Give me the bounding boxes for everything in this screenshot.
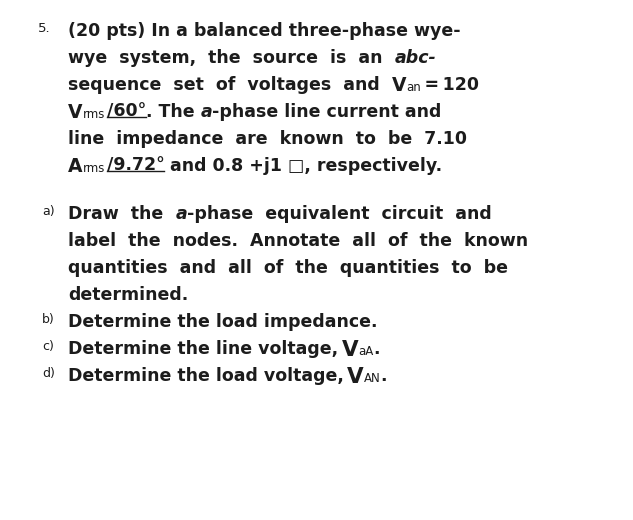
Text: -phase line current and: -phase line current and [212,103,442,121]
Text: -phase  equivalent  circuit  and: -phase equivalent circuit and [187,205,492,223]
Text: quantities  and  all  of  the  quantities  to  be: quantities and all of the quantities to … [68,259,508,277]
Text: abc-: abc- [394,49,436,67]
Text: AN: AN [364,372,381,385]
Text: Determine the load voltage,: Determine the load voltage, [68,367,348,385]
Text: = 120: = 120 [421,76,479,94]
Text: .: . [373,340,380,358]
Text: . The: . The [146,103,201,121]
Text: rms: rms [82,162,105,175]
Text: A: A [68,157,82,176]
Text: label  the  nodes.  Annotate  all  of  the  known: label the nodes. Annotate all of the kno… [68,232,528,250]
Text: 5.: 5. [38,22,51,35]
Text: an: an [406,81,421,94]
Text: b): b) [42,313,54,326]
Text: rms: rms [82,108,105,121]
Text: (20 pts) In a balanced three-phase wye-: (20 pts) In a balanced three-phase wye- [68,22,461,40]
Text: c): c) [42,340,54,353]
Text: and 0.8 +j1 □, respectively.: and 0.8 +j1 □, respectively. [165,157,442,175]
Text: Determine the line voltage,: Determine the line voltage, [68,340,342,358]
Text: .: . [381,367,387,385]
Text: d): d) [42,367,55,380]
Text: V: V [392,76,406,95]
Text: V: V [342,340,358,360]
Text: wye  system,  the  source  is  an: wye system, the source is an [68,49,394,67]
Text: aA: aA [358,345,373,358]
Text: determined.: determined. [68,286,188,304]
Text: a: a [201,103,212,121]
Text: a): a) [42,205,54,218]
Text: a: a [175,205,187,223]
Text: V: V [348,367,364,387]
Text: sequence  set  of  voltages  and: sequence set of voltages and [68,76,392,94]
Text: /60°: /60° [107,103,146,121]
Text: /9.72°: /9.72° [107,157,165,175]
Text: Determine the load impedance.: Determine the load impedance. [68,313,377,331]
Text: V: V [68,103,82,122]
Text: line  impedance  are  known  to  be  7.10: line impedance are known to be 7.10 [68,130,467,148]
Text: Draw  the: Draw the [68,205,175,223]
